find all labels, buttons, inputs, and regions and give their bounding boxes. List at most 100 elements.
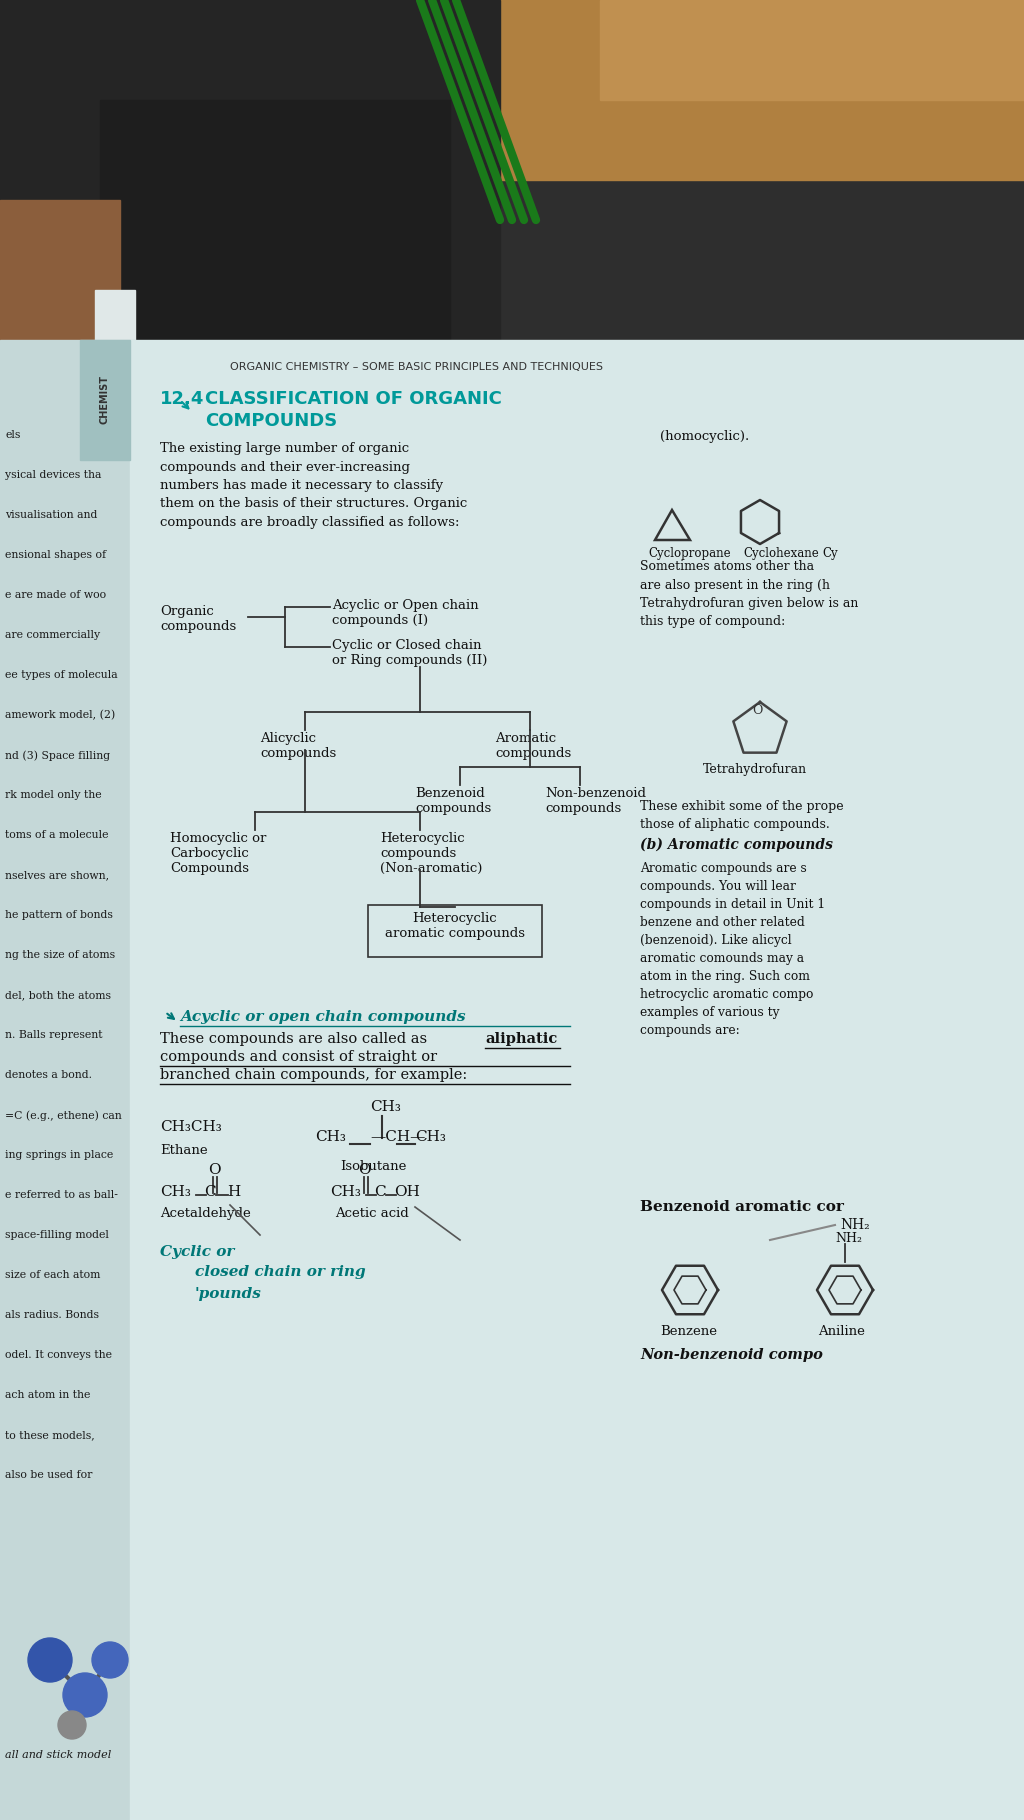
FancyBboxPatch shape	[368, 905, 542, 957]
Text: also be used for: also be used for	[5, 1471, 92, 1480]
Text: Tetrahydrofuran: Tetrahydrofuran	[703, 763, 807, 775]
Text: Sometimes atoms other tha
are also present in the ring (h
Tetrahydrofuran given : Sometimes atoms other tha are also prese…	[640, 561, 858, 628]
Text: Homocyclic or
Carbocyclic
Compounds: Homocyclic or Carbocyclic Compounds	[170, 832, 266, 875]
Text: CLASSIFICATION OF ORGANIC: CLASSIFICATION OF ORGANIC	[205, 389, 502, 408]
Text: Non-benzenoid
compounds: Non-benzenoid compounds	[545, 786, 646, 815]
Text: Alicyclic
compounds: Alicyclic compounds	[260, 732, 336, 761]
Text: to these models,: to these models,	[5, 1431, 95, 1440]
Bar	[600, 0, 1024, 100]
Text: denotes a bond.: denotes a bond.	[5, 1070, 92, 1079]
Text: ysical devices tha: ysical devices tha	[5, 470, 101, 480]
Text: Cyclopropane: Cyclopropane	[648, 548, 731, 561]
Text: The existing large number of organic
compounds and their ever-increasing
numbers: The existing large number of organic com…	[160, 442, 467, 530]
Text: space-filling model: space-filling model	[5, 1230, 109, 1239]
Text: Heterocyclic
compounds
(Non-aromatic): Heterocyclic compounds (Non-aromatic)	[380, 832, 482, 875]
Text: Cy: Cy	[822, 548, 838, 561]
Text: els: els	[5, 430, 20, 440]
Text: Benzenoid
compounds: Benzenoid compounds	[415, 786, 492, 815]
Bar	[0, 340, 135, 1820]
Text: Acyclic or open chain compounds: Acyclic or open chain compounds	[180, 1010, 466, 1025]
Text: odel. It conveys the: odel. It conveys the	[5, 1350, 112, 1360]
Bar	[80, 340, 130, 460]
Text: aliphatic: aliphatic	[485, 1032, 557, 1046]
Text: NH₂: NH₂	[840, 1218, 869, 1232]
Text: CH₃: CH₃	[415, 1130, 445, 1145]
Text: C: C	[374, 1185, 386, 1199]
Text: Isobutane: Isobutane	[340, 1159, 407, 1174]
Text: —CH—: —CH—	[370, 1130, 425, 1145]
Text: del, both the atoms: del, both the atoms	[5, 990, 111, 999]
Text: Benzene: Benzene	[660, 1325, 717, 1338]
Text: als radius. Bonds: als radius. Bonds	[5, 1310, 99, 1319]
Text: H: H	[227, 1185, 241, 1199]
Bar	[130, 340, 1024, 1820]
Text: O: O	[208, 1163, 220, 1178]
Bar	[0, 0, 500, 340]
Text: CH₃CH₃: CH₃CH₃	[160, 1119, 222, 1134]
Text: ach atom in the: ach atom in the	[5, 1390, 90, 1400]
Text: amework model, (2): amework model, (2)	[5, 710, 116, 721]
Text: These compounds are also called as: These compounds are also called as	[160, 1032, 432, 1046]
Text: rk model only the: rk model only the	[5, 790, 101, 801]
Text: all and stick model: all and stick model	[5, 1751, 112, 1760]
Text: (b) Aromatic compounds: (b) Aromatic compounds	[640, 837, 833, 852]
Text: n. Balls represent: n. Balls represent	[5, 1030, 102, 1039]
Text: nd (3) Space filling: nd (3) Space filling	[5, 750, 111, 761]
Text: 'pounds: 'pounds	[195, 1287, 262, 1301]
Text: CH₃: CH₃	[315, 1130, 346, 1145]
Text: branched chain compounds, for example:: branched chain compounds, for example:	[160, 1068, 467, 1083]
Text: Cyclohexane: Cyclohexane	[743, 548, 819, 561]
Text: Non-benzenoid compo: Non-benzenoid compo	[640, 1349, 823, 1361]
Text: visualisation and: visualisation and	[5, 510, 97, 521]
Text: OH: OH	[394, 1185, 420, 1199]
Text: C: C	[204, 1185, 216, 1199]
Text: CH₃: CH₃	[330, 1185, 360, 1199]
Text: size of each atom: size of each atom	[5, 1270, 100, 1279]
Text: These exhibit some of the prope
those of aliphatic compounds.: These exhibit some of the prope those of…	[640, 801, 844, 832]
Text: Aromatic
compounds: Aromatic compounds	[495, 732, 571, 761]
Text: closed chain or ring: closed chain or ring	[195, 1265, 366, 1279]
Text: NH₂: NH₂	[835, 1232, 862, 1245]
Circle shape	[28, 1638, 72, 1682]
Text: Ethane: Ethane	[160, 1145, 208, 1158]
Bar	[450, 0, 1024, 180]
Text: Aromatic compounds are s
compounds. You will lear
compounds in detail in Unit 1
: Aromatic compounds are s compounds. You …	[640, 863, 825, 1037]
Text: Acetic acid: Acetic acid	[335, 1207, 409, 1219]
Text: nselves are shown,: nselves are shown,	[5, 870, 110, 881]
Text: Acyclic or Open chain
compounds (I): Acyclic or Open chain compounds (I)	[332, 599, 478, 628]
Text: ORGANIC CHEMISTRY – SOME BASIC PRINCIPLES AND TECHNIQUES: ORGANIC CHEMISTRY – SOME BASIC PRINCIPLE…	[230, 362, 603, 371]
Text: =C (e.g., ethene) can: =C (e.g., ethene) can	[5, 1110, 122, 1121]
Text: CH₃: CH₃	[370, 1099, 400, 1114]
Text: ee types of molecula: ee types of molecula	[5, 670, 118, 681]
Text: CHEMIST: CHEMIST	[100, 375, 110, 424]
Text: toms of a molecule: toms of a molecule	[5, 830, 109, 841]
Text: ng the size of atoms: ng the size of atoms	[5, 950, 115, 959]
Text: O: O	[752, 704, 763, 717]
Text: he pattern of bonds: he pattern of bonds	[5, 910, 113, 919]
Text: (homocyclic).: (homocyclic).	[660, 430, 750, 442]
Bar	[0, 0, 1024, 340]
Bar	[95, 289, 135, 349]
Bar	[100, 100, 450, 340]
Text: ing springs in place: ing springs in place	[5, 1150, 114, 1159]
Circle shape	[92, 1642, 128, 1678]
Text: ensional shapes of: ensional shapes of	[5, 550, 106, 561]
Text: Heterocyclic
aromatic compounds: Heterocyclic aromatic compounds	[385, 912, 525, 939]
Text: are commercially: are commercially	[5, 630, 100, 641]
Text: COMPOUNDS: COMPOUNDS	[205, 411, 337, 430]
Circle shape	[58, 1711, 86, 1738]
Text: O: O	[358, 1163, 371, 1178]
Text: Aniline: Aniline	[818, 1325, 865, 1338]
Text: CH₃: CH₃	[160, 1185, 190, 1199]
Text: e are made of woo: e are made of woo	[5, 590, 106, 601]
Bar	[0, 200, 120, 340]
Text: e referred to as ball-: e referred to as ball-	[5, 1190, 118, 1199]
Text: Cyclic or Closed chain
or Ring compounds (II): Cyclic or Closed chain or Ring compounds…	[332, 639, 487, 666]
Text: Benzenoid aromatic cor: Benzenoid aromatic cor	[640, 1199, 844, 1214]
Text: Organic
compounds: Organic compounds	[160, 604, 237, 633]
Text: compounds and consist of straight or: compounds and consist of straight or	[160, 1050, 437, 1065]
Circle shape	[63, 1673, 106, 1716]
Text: Acetaldehyde: Acetaldehyde	[160, 1207, 251, 1219]
Text: 12.4: 12.4	[160, 389, 205, 408]
Text: Cyclic or: Cyclic or	[160, 1245, 234, 1259]
